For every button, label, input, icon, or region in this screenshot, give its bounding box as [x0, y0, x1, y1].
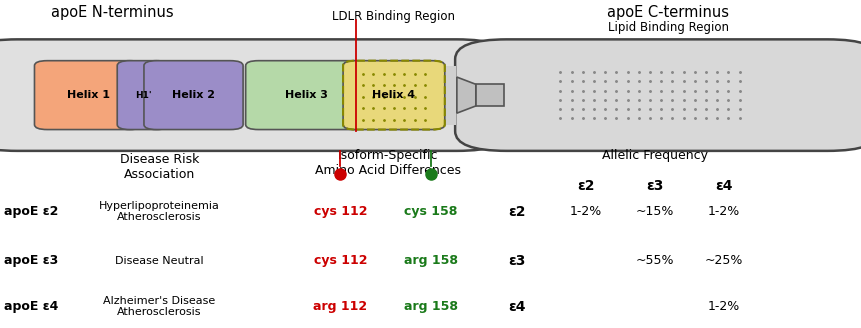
Text: apoE ε2: apoE ε2 [4, 205, 59, 218]
Polygon shape [456, 77, 475, 113]
Text: Hyperlipoproteinemia
Atherosclerosis: Hyperlipoproteinemia Atherosclerosis [99, 201, 220, 222]
Text: 1-2%: 1-2% [569, 205, 602, 218]
Text: Alzheimer's Disease
Atherosclerosis: Alzheimer's Disease Atherosclerosis [103, 296, 215, 318]
Text: ε2: ε2 [577, 179, 594, 193]
FancyBboxPatch shape [144, 61, 243, 130]
Text: cys 158: cys 158 [404, 205, 457, 218]
Text: ~25%: ~25% [704, 254, 742, 267]
Text: ε4: ε4 [715, 179, 732, 193]
FancyBboxPatch shape [231, 66, 257, 125]
Polygon shape [475, 84, 504, 106]
Text: ε4: ε4 [508, 300, 525, 314]
Text: Lipid Binding Region: Lipid Binding Region [607, 21, 728, 34]
Text: arg 112: arg 112 [313, 300, 367, 313]
FancyBboxPatch shape [455, 39, 861, 151]
Text: Helix 3: Helix 3 [284, 90, 327, 100]
Text: LDLR Binding Region: LDLR Binding Region [331, 10, 454, 24]
Text: 1-2%: 1-2% [707, 300, 740, 313]
Text: ~15%: ~15% [635, 205, 673, 218]
Text: ε3: ε3 [646, 179, 663, 193]
Text: cys 112: cys 112 [313, 254, 367, 267]
Text: cys 112: cys 112 [313, 205, 367, 218]
Text: Helix 2: Helix 2 [172, 90, 214, 100]
FancyBboxPatch shape [343, 61, 444, 130]
Text: apoE N-terminus: apoE N-terminus [51, 5, 173, 20]
Text: 1-2%: 1-2% [707, 205, 740, 218]
Text: Disease Risk
Association: Disease Risk Association [120, 153, 199, 180]
Text: ~55%: ~55% [635, 254, 673, 267]
Text: apoE ε4: apoE ε4 [4, 300, 59, 313]
FancyBboxPatch shape [431, 66, 455, 125]
FancyBboxPatch shape [245, 61, 366, 130]
Text: Helix 4: Helix 4 [372, 90, 415, 100]
Text: ε2: ε2 [508, 205, 525, 218]
Text: H1': H1' [134, 91, 152, 100]
Text: Disease Neutral: Disease Neutral [115, 256, 203, 266]
FancyBboxPatch shape [117, 61, 169, 130]
Text: Helix 1: Helix 1 [67, 90, 109, 100]
Text: ε3: ε3 [508, 254, 525, 268]
FancyBboxPatch shape [34, 61, 142, 130]
Text: Allelic Frequency: Allelic Frequency [602, 149, 707, 162]
Text: arg 158: arg 158 [404, 254, 457, 267]
Text: Isoform-Specific
Amino Acid Differences: Isoform-Specific Amino Acid Differences [314, 149, 461, 177]
Text: arg 158: arg 158 [404, 300, 457, 313]
FancyBboxPatch shape [0, 39, 508, 151]
Text: apoE C-terminus: apoE C-terminus [606, 5, 728, 20]
FancyBboxPatch shape [354, 66, 356, 125]
Text: apoE ε3: apoE ε3 [4, 254, 59, 267]
